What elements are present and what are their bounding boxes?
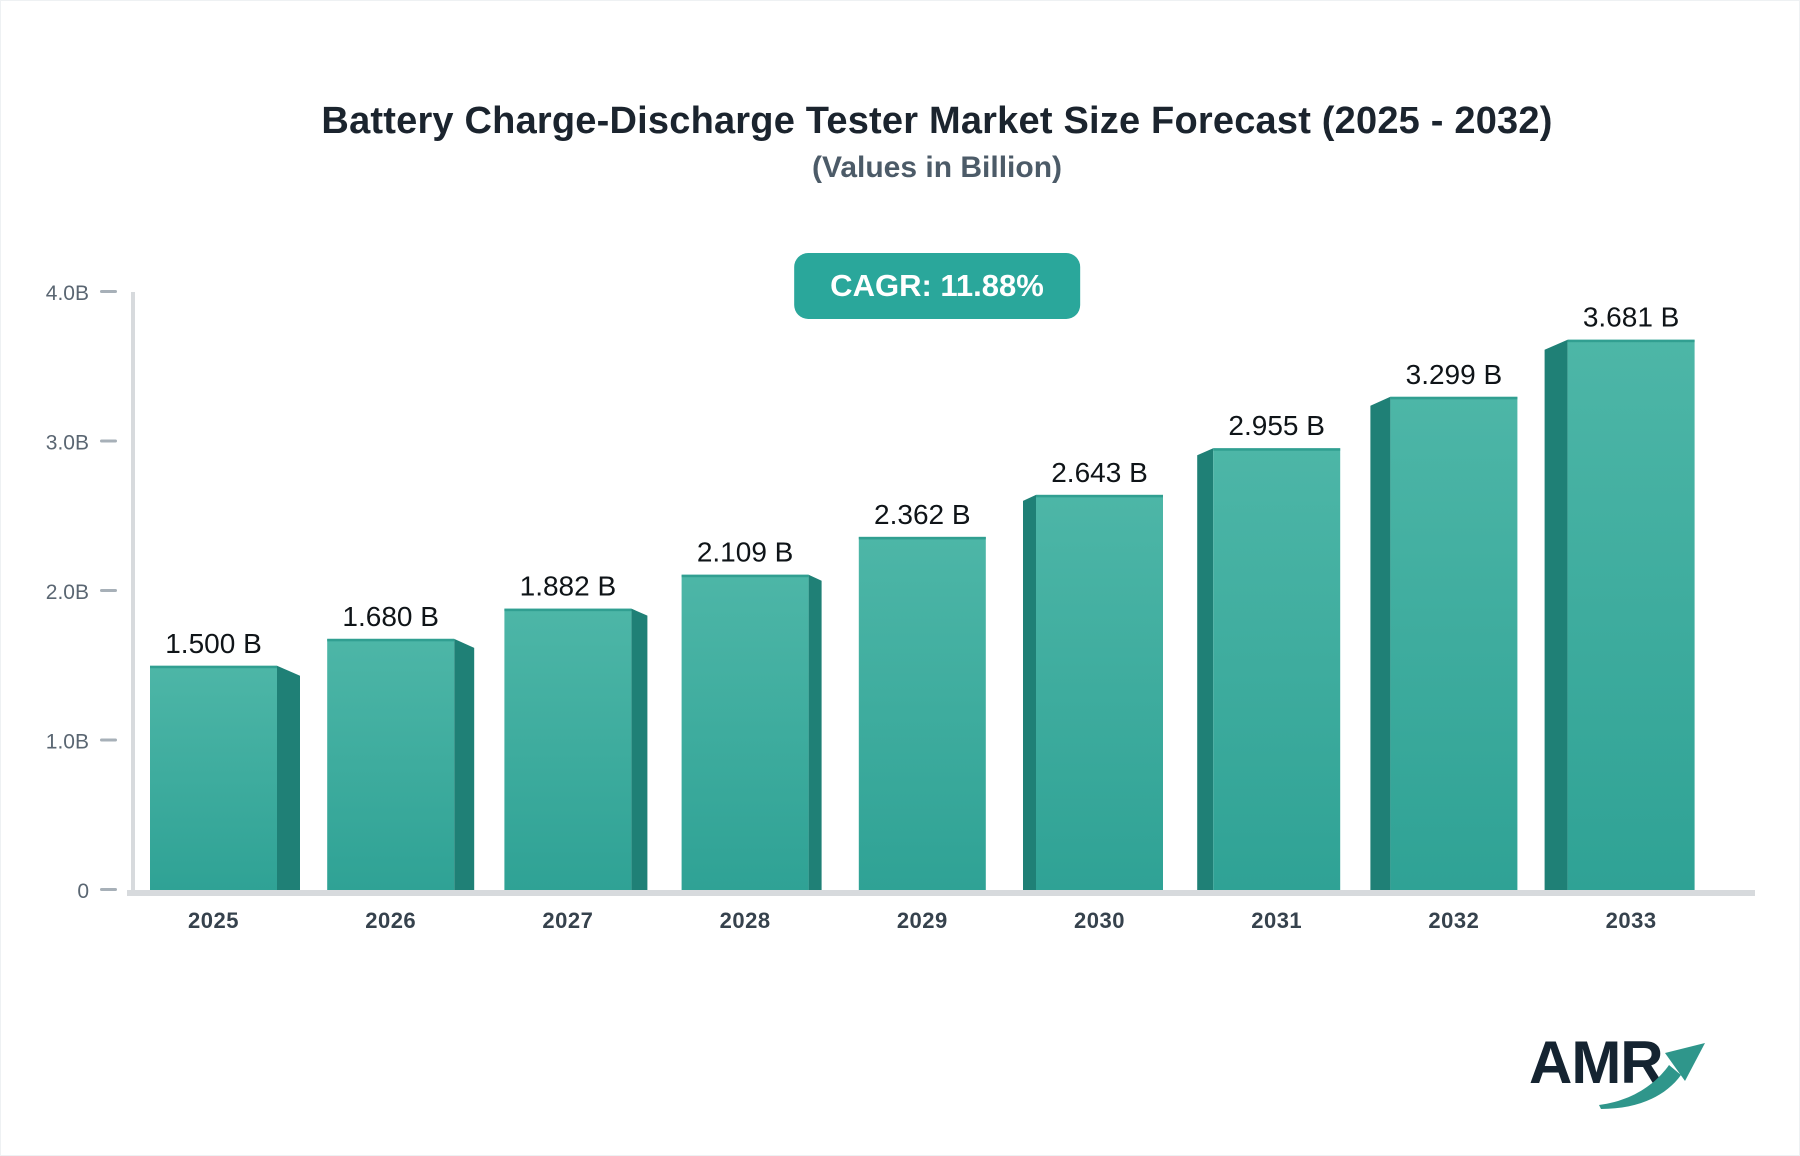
bar-side-2030	[1023, 494, 1036, 890]
bar-2033	[1567, 339, 1695, 890]
x-axis-category-label: 2032	[1428, 908, 1479, 933]
bar-side-2032	[1370, 396, 1391, 890]
x-axis-category-label: 2026	[365, 908, 416, 933]
bar-2025	[150, 665, 277, 890]
bar-value-label: 2.955 B	[1228, 410, 1325, 441]
bar-value-label: 3.681 B	[1583, 302, 1680, 333]
bar-side-2031	[1197, 448, 1214, 890]
bar-side-2026	[454, 638, 475, 890]
bar-top-edge	[327, 638, 455, 642]
bar-2031	[1213, 448, 1341, 890]
bar-value-label: 2.643 B	[1051, 457, 1148, 488]
x-axis-category-label: 2029	[897, 908, 948, 933]
y-axis-tick-label: 1.0B	[46, 731, 89, 754]
bar-value-label: 1.882 B	[520, 571, 617, 602]
growth-arrow-icon	[1599, 1043, 1705, 1109]
bar-top-edge	[858, 536, 986, 540]
bar-side-2033	[1544, 339, 1568, 890]
cagr-badge: CAGR: 11.88%	[794, 253, 1080, 319]
bar-value-label: 1.680 B	[342, 601, 439, 632]
y-axis-tick-label: 0	[77, 880, 89, 903]
growth-arrow-swoosh	[1599, 1065, 1681, 1109]
bar-top-edge	[1567, 339, 1695, 343]
amr-logo-text: AMR	[1529, 1029, 1664, 1096]
bar-top-edge	[150, 665, 277, 669]
bar-top-edge	[1390, 396, 1518, 400]
y-axis-tick-dash	[100, 589, 117, 592]
bar-value-label: 2.109 B	[697, 537, 794, 568]
x-axis-category-label: 2027	[542, 908, 593, 933]
y-axis-tick-label: 4.0B	[46, 282, 89, 305]
bar-side-2028	[808, 574, 822, 890]
bar-2026	[327, 638, 455, 890]
bar-top-edge	[1213, 448, 1341, 451]
bar-2028	[681, 574, 809, 890]
bar-2027	[504, 608, 632, 890]
y-axis-tick-dash	[100, 290, 117, 293]
bar-top-edge	[681, 574, 809, 578]
x-axis-category-label: 2028	[720, 908, 771, 933]
growth-arrow-head	[1665, 1043, 1705, 1081]
bar-2032	[1390, 396, 1518, 890]
x-axis-category-label: 2031	[1251, 908, 1302, 933]
y-axis-tick-dash	[100, 738, 117, 742]
bar-2030	[1036, 494, 1163, 890]
bar-value-label: 2.362 B	[874, 499, 971, 530]
y-axis-tick-label: 3.0B	[46, 432, 89, 455]
y-axis-line	[131, 292, 135, 890]
bar-value-label: 1.500 B	[165, 628, 262, 659]
x-axis-category-label: 2030	[1074, 908, 1125, 933]
y-axis-tick-label: 2.0B	[46, 581, 89, 604]
y-axis-tick-dash	[100, 439, 117, 443]
x-axis-category-label: 2025	[188, 908, 239, 933]
x-axis-category-label: 2033	[1606, 908, 1657, 933]
bar-side-2025	[277, 665, 300, 890]
bar-top-edge	[1036, 494, 1163, 498]
amr-logo: AMR	[1529, 1033, 1729, 1123]
bar-side-2027	[631, 608, 648, 890]
y-axis-tick-dash	[100, 888, 117, 891]
bar-top-edge	[504, 608, 632, 612]
bar-value-label: 3.299 B	[1406, 359, 1503, 390]
bar-2029	[858, 536, 986, 890]
x-axis-line	[127, 890, 1755, 896]
